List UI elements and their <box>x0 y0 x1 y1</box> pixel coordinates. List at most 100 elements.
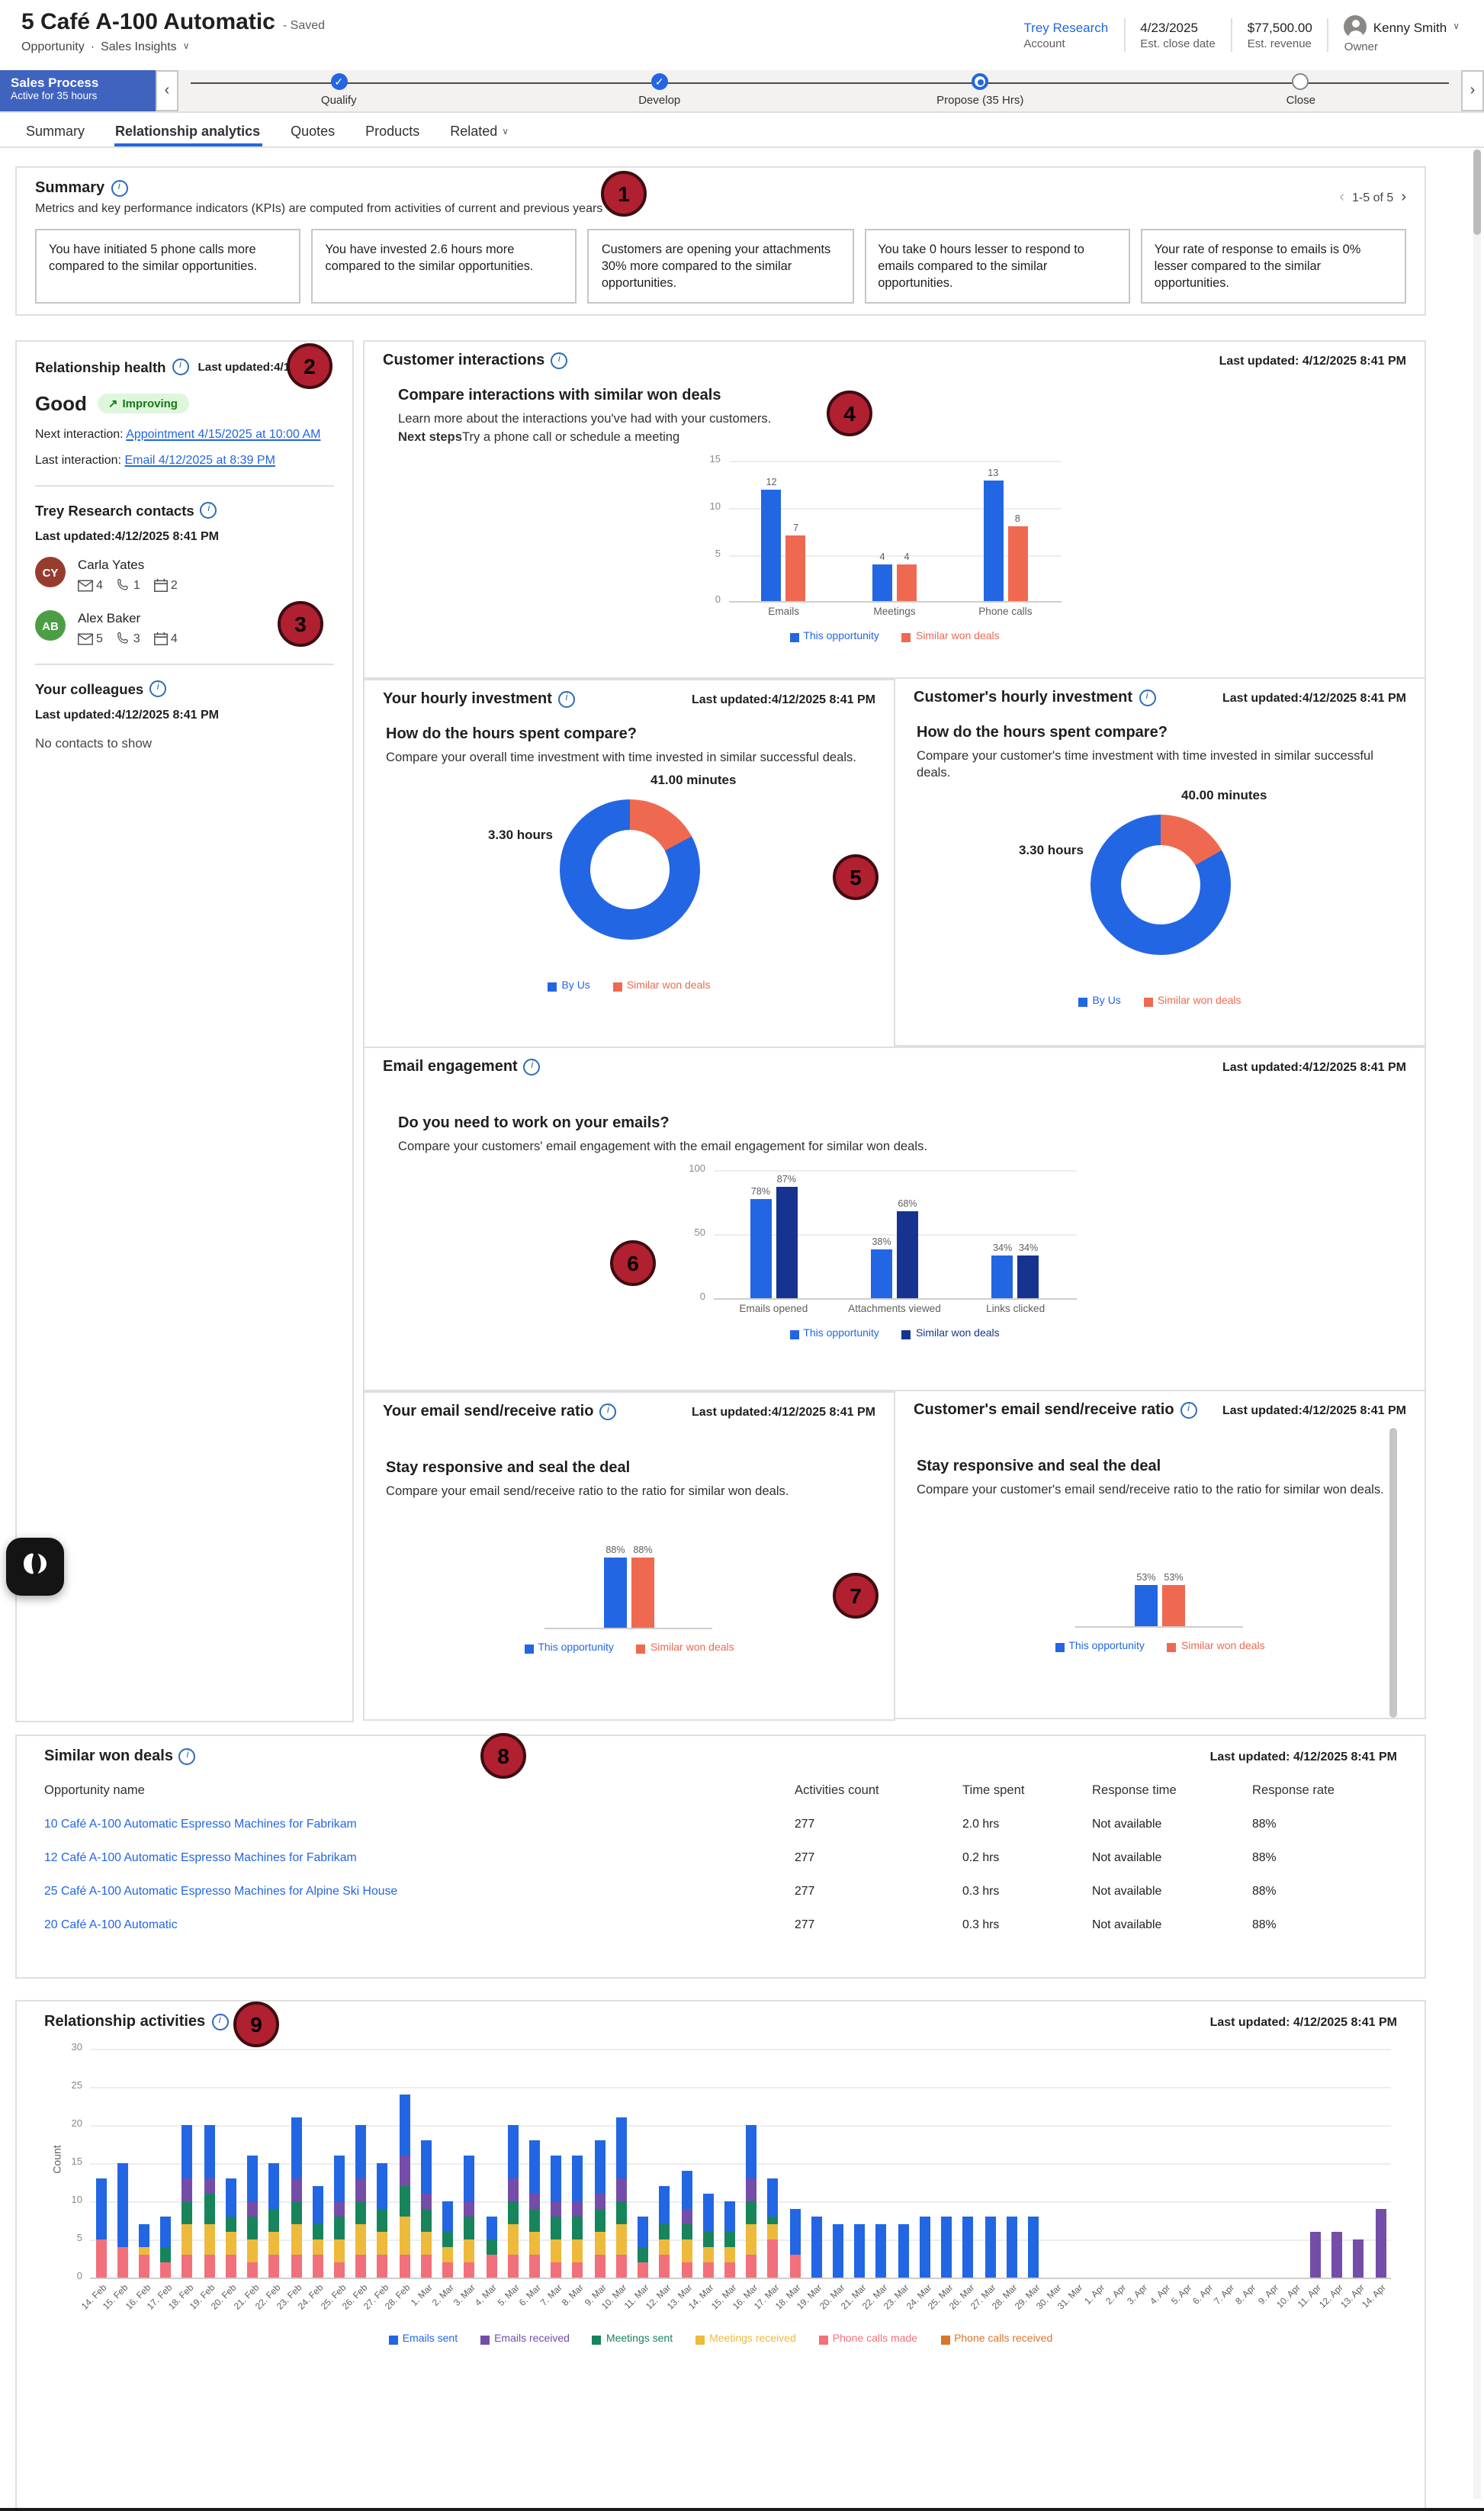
contact-name: Carla Yates <box>78 557 145 572</box>
page-scrollbar[interactable] <box>1473 150 1481 2499</box>
call-count: 3 <box>117 632 140 645</box>
tab-quotes[interactable]: Quotes <box>289 119 336 146</box>
legend-item-this-opportunity[interactable]: This opportunity <box>1055 1641 1145 1652</box>
header-field: Kenny Smith ∨ Owner <box>1344 15 1460 53</box>
pager-next-icon[interactable]: › <box>1401 189 1406 206</box>
process-stage-upcoming[interactable]: Close <box>1141 70 1462 111</box>
info-icon[interactable]: i <box>557 691 575 708</box>
info-icon[interactable]: i <box>200 502 217 519</box>
deal-name-link[interactable]: 12 Café A-100 Automatic Espresso Machine… <box>44 1850 357 1863</box>
value-label: 88% <box>633 1545 653 1557</box>
pager-prev-icon[interactable]: ‹ <box>1339 189 1345 206</box>
health-trend-badge: ↗ Improving <box>97 394 188 413</box>
tab-relationship-analytics[interactable]: Relationship analytics <box>114 119 262 146</box>
segment-meetings-sent <box>268 2209 280 2232</box>
process-stage-done[interactable]: ✓ Qualify <box>178 70 499 111</box>
legend-label: This opportunity <box>803 632 879 643</box>
legend-item-phone-calls-received[interactable]: Phone calls received <box>940 2334 1052 2345</box>
legend-item-this-opportunity[interactable]: This opportunity <box>524 1643 614 1654</box>
column-header[interactable]: Activities count <box>795 1782 879 1797</box>
last-updated: Last updated: 4/12/2025 8:41 PM <box>1209 2015 1397 2029</box>
donut-label-by-us: 3.30 hours <box>487 827 553 843</box>
legend-item-by-us[interactable]: By Us <box>1078 997 1121 1008</box>
legend-item-this-opportunity[interactable]: This opportunity <box>789 1329 879 1339</box>
bpf-collapse-button[interactable]: ‹ <box>156 70 178 111</box>
legend-item-similar-won-deals[interactable]: Similar won deals <box>901 632 1000 643</box>
panel-subtext: Compare your customers' email engagement… <box>398 1138 927 1153</box>
legend-item-meetings-received[interactable]: Meetings received <box>695 2334 796 2345</box>
kpi-card-row: You have initiated 5 phone calls more co… <box>35 229 1407 304</box>
legend-item-similar-won-deals[interactable]: Similar won deals <box>612 981 711 992</box>
legend-item-emails-received[interactable]: Emails received <box>480 2334 570 2345</box>
segment-emails-received <box>1353 2239 1364 2278</box>
info-icon[interactable]: i <box>211 2014 229 2030</box>
info-icon[interactable]: i <box>599 1403 617 1420</box>
legend-item-this-opportunity[interactable]: This opportunity <box>789 632 879 643</box>
legend-item-similar-won-deals[interactable]: Similar won deals <box>901 1329 1000 1339</box>
stacked-bar <box>767 2178 779 2278</box>
form-selector[interactable]: Sales Insights <box>101 40 177 53</box>
active-stage-box[interactable]: Sales Process Active for 35 hours <box>0 70 156 111</box>
legend-item-similar-won-deals[interactable]: Similar won deals <box>1143 997 1241 1008</box>
deal-name-link[interactable]: 10 Café A-100 Automatic Espresso Machine… <box>44 1816 357 1830</box>
chevron-down-icon: ∨ <box>502 127 509 137</box>
stage-label: Qualify <box>320 93 357 107</box>
donut-chart: 3.30 hours 40.00 minutes <box>917 788 1403 983</box>
header-field-value[interactable]: Trey Research <box>1023 19 1109 34</box>
column-header[interactable]: Response time <box>1092 1782 1177 1797</box>
panel-subtext: Compare your customer's time investment … <box>917 748 1373 780</box>
info-icon[interactable]: i <box>1139 690 1156 706</box>
chevron-down-icon: ∨ <box>1453 23 1460 32</box>
info-icon[interactable]: i <box>111 180 128 197</box>
info-icon[interactable]: i <box>149 680 167 697</box>
tab-products[interactable]: Products <box>364 119 421 146</box>
info-icon[interactable]: i <box>1180 1402 1197 1419</box>
tab-related[interactable]: Related ∨ <box>448 119 510 146</box>
legend-label: Emails sent <box>402 2334 458 2345</box>
segment-phone-calls-made <box>442 2262 454 2278</box>
process-stage-done[interactable]: ✓ Develop <box>499 70 821 111</box>
next-interaction-link[interactable]: Appointment 4/15/2025 at 10:00 AM <box>126 427 321 441</box>
panel-title: Your email send/receive ratio <box>383 1403 594 1420</box>
stacked-chart: Count 0 5 10 15 20 25 30 14. Feb 15. Feb 16. Feb 17… <box>17 2030 1425 2345</box>
legend-item-by-us[interactable]: By Us <box>548 981 590 992</box>
deal-name-link[interactable]: 25 Café A-100 Automatic Espresso Machine… <box>44 1883 398 1897</box>
copilot-button[interactable] <box>6 1538 64 1596</box>
info-icon[interactable]: i <box>523 1059 541 1075</box>
contact-item[interactable]: CY Carla Yates 4 1 2 <box>35 557 334 592</box>
customer-ratio-chart: 53% 53% This opportunity Similar won deals <box>917 1532 1403 1652</box>
header-field-value[interactable]: Kenny Smith <box>1373 19 1447 34</box>
y-tick-label: 50 <box>694 1228 705 1239</box>
segment-meetings-received <box>507 2224 519 2255</box>
column-header[interactable]: Opportunity name <box>44 1782 145 1797</box>
bpf-expand-button[interactable]: › <box>1461 70 1484 111</box>
value-label: 53% <box>1136 1572 1156 1583</box>
segment-meetings-received <box>746 2224 757 2255</box>
legend-item-similar-won-deals[interactable]: Similar won deals <box>1167 1641 1265 1652</box>
bar-similar-won-deals <box>631 1558 654 1628</box>
stacked-bar <box>702 2194 714 2278</box>
legend-item-emails-sent[interactable]: Emails sent <box>388 2334 458 2345</box>
bar-group: 78% 87% <box>747 1175 799 1299</box>
column-header[interactable]: Response rate <box>1252 1782 1335 1797</box>
legend-item-similar-won-deals[interactable]: Similar won deals <box>636 1643 734 1654</box>
legend-item-phone-calls-made[interactable]: Phone calls made <box>818 2334 917 2345</box>
scrollbar-thumb[interactable] <box>1473 150 1481 235</box>
tab-summary[interactable]: Summary <box>24 119 86 146</box>
deal-name-link[interactable]: 20 Café A-100 Automatic <box>44 1917 178 1931</box>
process-stage-active[interactable]: Propose (35 Hrs) <box>820 70 1141 111</box>
contact-item[interactable]: AB Alex Baker 5 3 4 <box>35 610 334 645</box>
segment-emails-received <box>291 2178 302 2201</box>
info-icon[interactable]: i <box>178 1748 196 1765</box>
legend-item-meetings-sent[interactable]: Meetings sent <box>592 2334 673 2345</box>
info-icon[interactable]: i <box>172 358 189 375</box>
last-interaction-link[interactable]: Email 4/12/2025 at 8:39 PM <box>124 453 275 467</box>
segment-meetings-sent <box>724 2232 735 2247</box>
customer-hourly-investment-panel: Customer's hourly investment i Last upda… <box>894 677 1426 1047</box>
info-icon[interactable]: i <box>551 352 568 369</box>
column-header[interactable]: Time spent <box>962 1782 1025 1797</box>
analytics-scrollbar-thumb[interactable] <box>1389 1428 1397 1718</box>
stacked-bar <box>1006 2217 1017 2278</box>
contact-name: Alex Baker <box>78 610 141 625</box>
stage-status-icon: ✓ <box>330 73 348 90</box>
